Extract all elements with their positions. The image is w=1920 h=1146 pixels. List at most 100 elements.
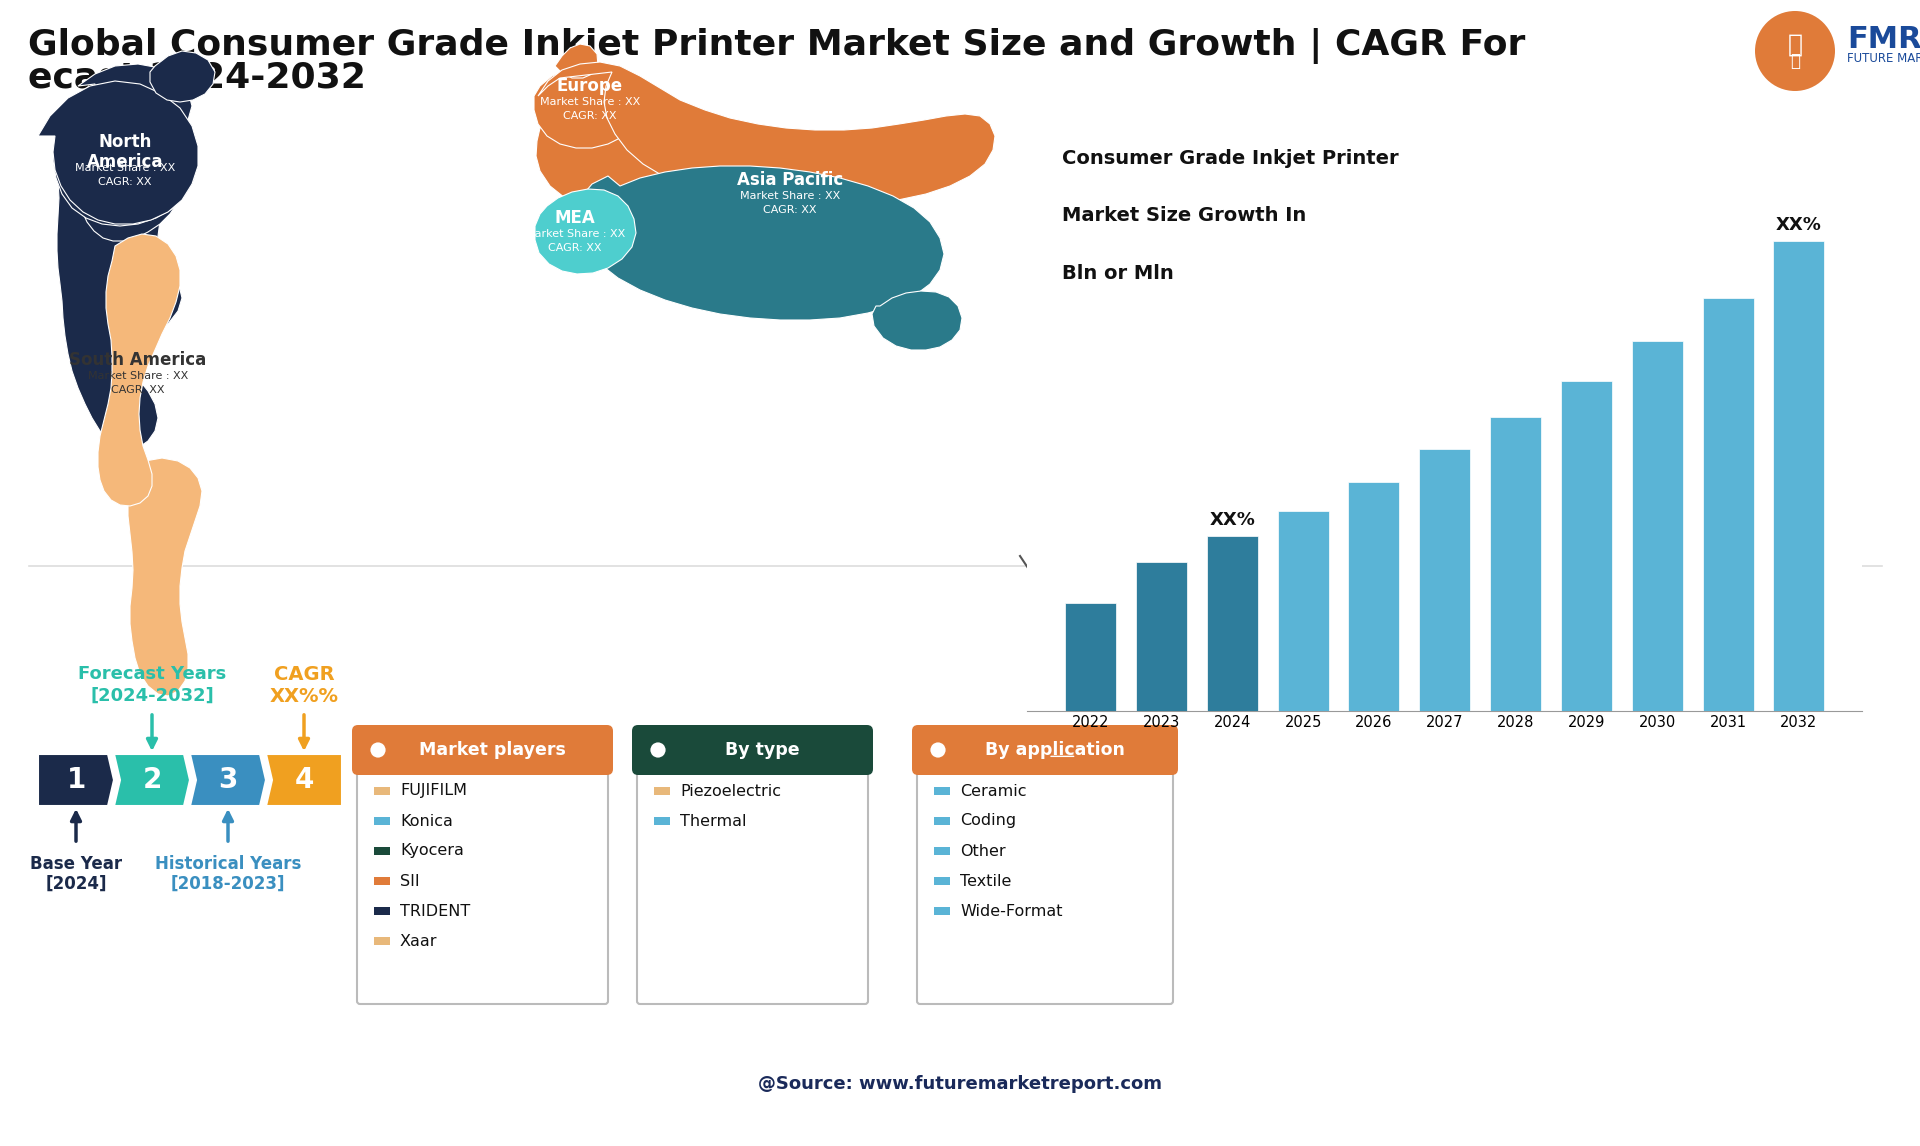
Text: 4: 4 [294, 766, 313, 794]
Text: 📢: 📢 [1789, 52, 1801, 70]
Polygon shape [538, 62, 995, 206]
Polygon shape [561, 91, 595, 116]
FancyBboxPatch shape [632, 725, 874, 775]
Polygon shape [190, 754, 267, 806]
Text: Market Share : XX: Market Share : XX [739, 191, 841, 201]
Text: [2024-2032]: [2024-2032] [90, 686, 213, 705]
Bar [933, 817, 950, 825]
Bar [374, 937, 390, 945]
Text: XX%%: XX%% [269, 686, 338, 706]
Text: Kyocera: Kyocera [399, 843, 465, 858]
Polygon shape [872, 291, 962, 350]
FancyBboxPatch shape [357, 728, 609, 1004]
Text: Market Share : XX: Market Share : XX [88, 371, 188, 380]
Text: SII: SII [399, 873, 420, 888]
Text: Other: Other [960, 843, 1006, 858]
Text: 1: 1 [67, 766, 86, 794]
Bar [933, 906, 950, 915]
Text: Global Consumer Grade Inkjet Printer Market Size and Growth | CAGR For: Global Consumer Grade Inkjet Printer Mar… [29, 28, 1524, 64]
Polygon shape [555, 44, 597, 78]
Polygon shape [132, 113, 180, 142]
Polygon shape [150, 52, 215, 102]
Text: Market players: Market players [419, 741, 566, 759]
Text: Asia Pacific: Asia Pacific [737, 171, 843, 189]
Text: South America: South America [69, 351, 207, 369]
Text: FUJIFILM: FUJIFILM [399, 784, 467, 799]
Bar [655, 787, 670, 795]
Text: North
America: North America [86, 133, 163, 172]
Bar [655, 817, 670, 825]
Text: Wide-Format: Wide-Format [960, 903, 1062, 918]
Bar [1137, 562, 1187, 711]
Text: CAGR: XX: CAGR: XX [549, 243, 601, 253]
Text: [2018-2023]: [2018-2023] [171, 876, 286, 893]
Text: Base Year: Base Year [31, 855, 123, 873]
Text: Ceramic: Ceramic [960, 784, 1027, 799]
FancyBboxPatch shape [351, 725, 612, 775]
Polygon shape [536, 189, 636, 274]
Text: Thermal: Thermal [680, 814, 747, 829]
Circle shape [369, 741, 388, 759]
Bar [1703, 298, 1753, 711]
Circle shape [649, 741, 666, 759]
Polygon shape [38, 754, 113, 806]
Text: FMR: FMR [1847, 24, 1920, 54]
Text: CAGR: XX: CAGR: XX [764, 205, 816, 215]
Text: Historical Years: Historical Years [156, 855, 301, 873]
Text: Market Share : XX: Market Share : XX [75, 163, 175, 173]
Text: Forecast Years: Forecast Years [79, 665, 227, 683]
Text: CAGR: XX: CAGR: XX [563, 111, 616, 121]
Circle shape [1755, 11, 1836, 91]
Bar [1419, 449, 1471, 711]
Polygon shape [267, 754, 342, 806]
Polygon shape [129, 458, 202, 696]
Polygon shape [79, 64, 192, 138]
Text: XX%: XX% [1776, 217, 1822, 235]
Polygon shape [56, 126, 182, 452]
Text: 3: 3 [219, 766, 238, 794]
Polygon shape [578, 166, 945, 320]
Text: Europe: Europe [557, 77, 624, 95]
Polygon shape [113, 754, 190, 806]
Polygon shape [98, 234, 180, 507]
Text: [2024]: [2024] [46, 876, 108, 893]
Text: Market Size Growth In: Market Size Growth In [1062, 206, 1308, 226]
Bar [1774, 241, 1824, 711]
Text: By type: By type [726, 741, 801, 759]
Polygon shape [536, 113, 668, 209]
Text: CAGR: CAGR [275, 665, 334, 683]
Bar [933, 787, 950, 795]
Bar [933, 847, 950, 855]
Bar [1277, 511, 1329, 711]
Circle shape [929, 741, 947, 759]
FancyBboxPatch shape [637, 728, 868, 1004]
Polygon shape [54, 86, 198, 226]
Bar [933, 877, 950, 885]
Polygon shape [38, 81, 198, 223]
Polygon shape [534, 66, 637, 148]
Text: Coding: Coding [960, 814, 1016, 829]
Text: XX%: XX% [1210, 511, 1256, 529]
Text: @Source: www.futuremarketreport.com: @Source: www.futuremarketreport.com [758, 1075, 1162, 1093]
Text: Xaar: Xaar [399, 934, 438, 949]
Text: TRIDENT: TRIDENT [399, 903, 470, 918]
Polygon shape [61, 109, 184, 241]
Text: Market Share : XX: Market Share : XX [540, 97, 639, 107]
Text: By application: By application [985, 741, 1125, 759]
Text: Market Share : XX: Market Share : XX [524, 229, 626, 240]
Bar [1632, 342, 1682, 711]
Bar [1348, 481, 1400, 711]
Bar [1490, 417, 1542, 711]
Bar [1208, 535, 1258, 711]
Bar [374, 847, 390, 855]
Bar [374, 787, 390, 795]
Text: CAGR: XX: CAGR: XX [98, 176, 152, 187]
Text: Consumer Grade Inkjet Printer: Consumer Grade Inkjet Printer [1062, 149, 1400, 168]
Text: Textile: Textile [960, 873, 1012, 888]
Bar [1066, 603, 1116, 711]
Bar [374, 877, 390, 885]
Text: Konica: Konica [399, 814, 453, 829]
Bar [1561, 382, 1613, 711]
Bar [374, 906, 390, 915]
Text: 👤: 👤 [1788, 33, 1803, 57]
